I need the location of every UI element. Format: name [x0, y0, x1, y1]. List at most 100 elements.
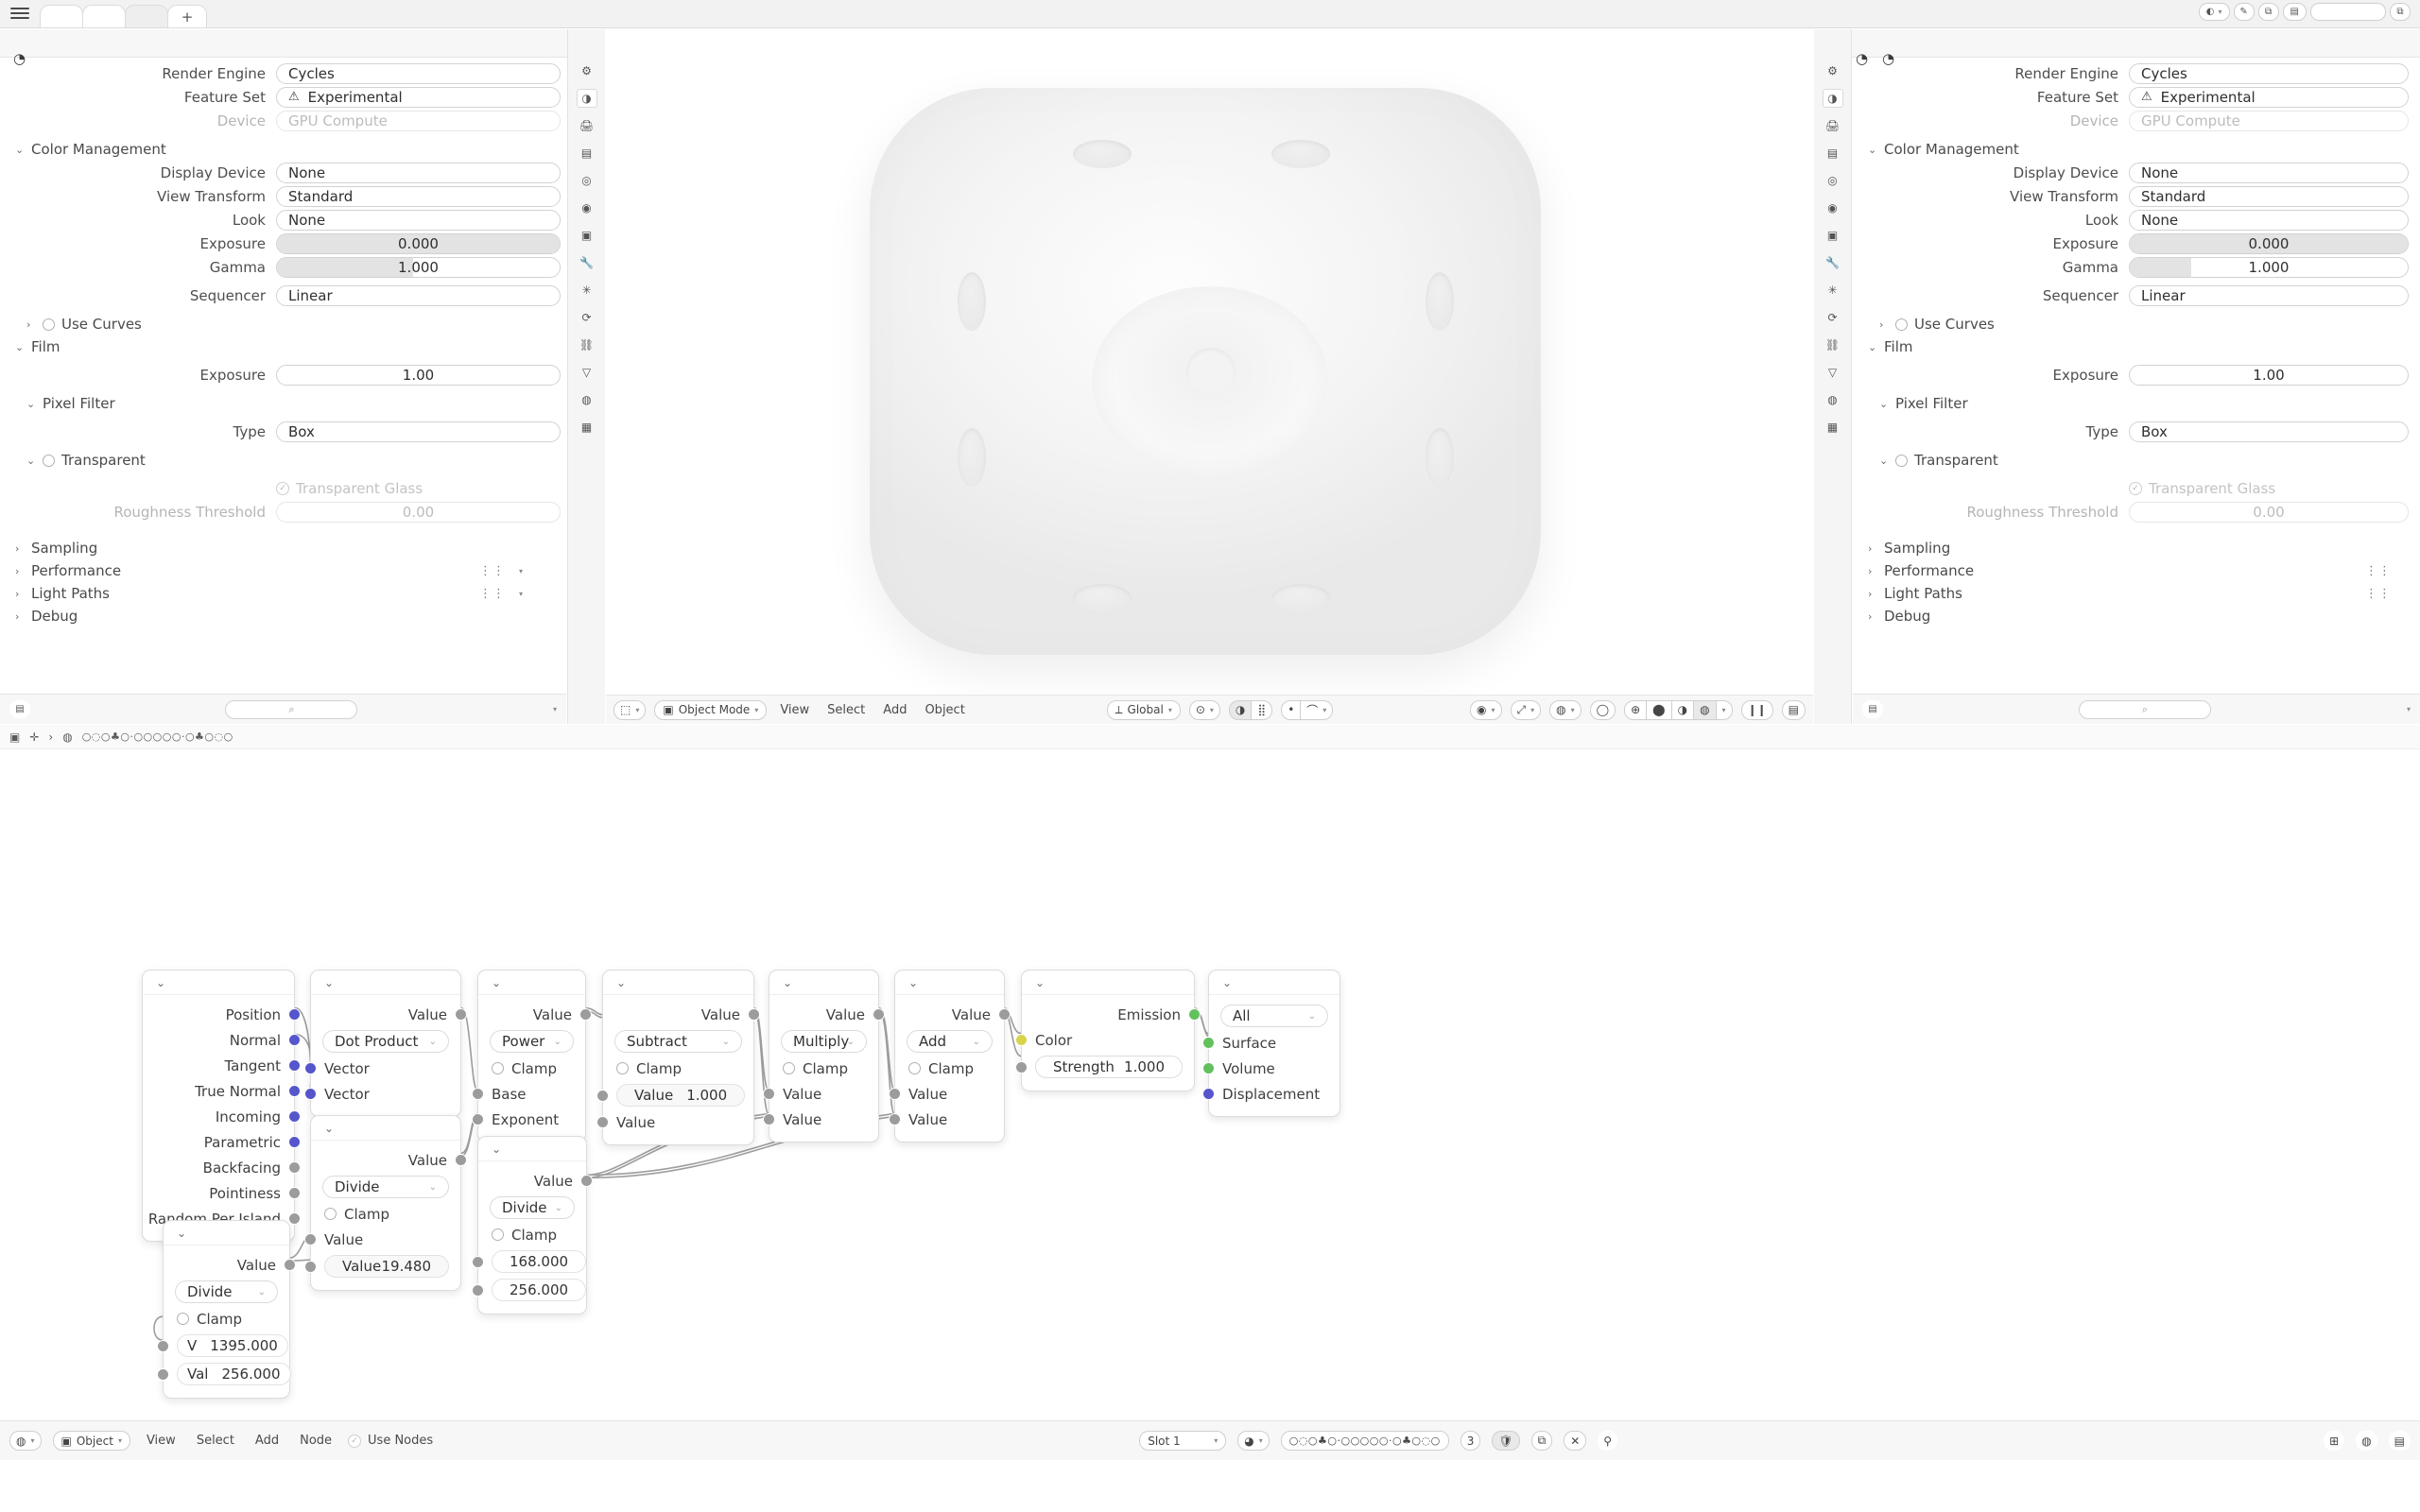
- output-target-select[interactable]: All ⌄: [1220, 1005, 1328, 1027]
- film-section-right[interactable]: ⌄ Film: [1868, 338, 1913, 355]
- socket-row-value-out[interactable]: Value: [895, 1002, 1011, 1027]
- feature-set-select[interactable]: ⚠ Experimental: [276, 86, 561, 108]
- new-scene-button[interactable]: ✎: [2233, 3, 2255, 21]
- input-socket[interactable]: [1202, 1062, 1215, 1074]
- value-field-1[interactable]: Value 1.000: [616, 1084, 746, 1107]
- color-management-section-right[interactable]: ⌄ Color Management: [1868, 141, 2019, 158]
- input-socket[interactable]: [157, 1340, 169, 1352]
- socket-row-position[interactable]: Position: [143, 1002, 301, 1027]
- particles-tab-right[interactable]: ✳: [1827, 284, 1838, 297]
- socket-row-value-2[interactable]: Value: [763, 1107, 878, 1132]
- app-menu-button[interactable]: [0, 0, 40, 27]
- output-socket[interactable]: [284, 1259, 296, 1271]
- output-socket[interactable]: [455, 1008, 467, 1021]
- socket-row-parametric[interactable]: Parametric: [143, 1129, 301, 1155]
- output-socket[interactable]: [288, 1212, 301, 1225]
- input-socket[interactable]: [472, 1088, 484, 1100]
- constraints-tab[interactable]: ⛓: [579, 338, 595, 352]
- node-header[interactable]: ⌄: [143, 971, 294, 995]
- scene-selector[interactable]: ◐ ▾: [2198, 3, 2230, 21]
- film-exposure-field-right[interactable]: 1.00: [2129, 364, 2409, 386]
- performance-menu-icon[interactable]: ⋮⋮: [479, 563, 506, 578]
- node-menu-node[interactable]: Node: [300, 1434, 333, 1448]
- properties-tab-rail-left[interactable]: ⚙ ◑ 🖨 ▤ ◎ ◉ ▣ 🔧 ✳ ⟳ ⛓ ▽ ◍ ▦: [567, 29, 605, 724]
- input-socket[interactable]: [472, 1113, 484, 1125]
- overlays-toggle[interactable]: ◍ ▾: [1549, 699, 1582, 720]
- snap-node-button[interactable]: ⊞: [2324, 1431, 2345, 1451]
- socket-row-normal[interactable]: Normal: [143, 1027, 301, 1053]
- node-menu-select[interactable]: Select: [196, 1434, 234, 1448]
- math-operation-select[interactable]: Divide ⌄: [490, 1196, 575, 1219]
- output-tab-right[interactable]: 🖨: [1824, 119, 1841, 132]
- value-field-2[interactable]: 256.000: [492, 1279, 587, 1301]
- pixel-filter-section[interactable]: ⌄ Pixel Filter: [26, 395, 115, 412]
- math-operation-select[interactable]: Divide ⌄: [322, 1176, 449, 1198]
- geometry-node[interactable]: ⌄ Position Normal Tangent True Normal In…: [142, 970, 301, 1242]
- math-node-divide-b[interactable]: ⌄ Value Divide ⌄ Clamp 168.000 256.000: [472, 1136, 593, 1314]
- node-header[interactable]: ⌄: [478, 971, 585, 995]
- chevron-down-icon[interactable]: ⌄: [492, 975, 502, 989]
- math-node-add[interactable]: ⌄ Value Add ⌄ Clamp Value Value: [889, 970, 1011, 1143]
- properties-editor-type-icon-right[interactable]: ▤: [1862, 700, 1883, 718]
- display-device-select-right[interactable]: None: [2129, 162, 2409, 183]
- viewport-menu-view[interactable]: View: [780, 702, 810, 717]
- socket-row-value-out[interactable]: Value: [478, 1168, 593, 1194]
- material-name-field[interactable]: ○◌○♣○·○○○○○·○♣○◌○: [1280, 1431, 1449, 1451]
- properties-search-input-right[interactable]: ⌕: [2078, 699, 2211, 719]
- workspace-tab-1[interactable]: [40, 5, 83, 27]
- clamp-checkbox[interactable]: [908, 1062, 921, 1074]
- socket-row-emission-out[interactable]: Emission: [1022, 1002, 1201, 1027]
- performance-section[interactable]: › Performance ⋮⋮ ▾: [15, 562, 523, 579]
- modifier-tab-right[interactable]: 🔧: [1825, 256, 1840, 269]
- data-tab-right[interactable]: ▽: [1827, 366, 1838, 379]
- viewlayer-name-field[interactable]: [2310, 3, 2386, 21]
- math-node-power[interactable]: ⌄ Value Power ⌄ Clamp Base Exponent: [472, 970, 592, 1143]
- strength-field[interactable]: Strength 1.000: [1035, 1056, 1183, 1078]
- gamma-slider[interactable]: 1.000: [276, 256, 561, 278]
- socket-row-exponent[interactable]: Exponent: [472, 1107, 585, 1132]
- transparent-glass-toggle[interactable]: ✓ Transparent Glass: [276, 480, 561, 497]
- material-tab[interactable]: ◍: [581, 393, 592, 406]
- chevron-down-icon[interactable]: ⌄: [177, 1226, 187, 1240]
- socket-row-true-normal[interactable]: True Normal: [143, 1078, 301, 1104]
- input-socket[interactable]: [304, 1261, 317, 1273]
- socket-row-vector-1[interactable]: Vector: [304, 1056, 460, 1081]
- chevron-down-icon[interactable]: ⌄: [616, 975, 627, 989]
- film-section[interactable]: ⌄ Film: [15, 338, 60, 355]
- proportional-falloff-button[interactable]: ⣿: [1251, 699, 1273, 720]
- output-socket[interactable]: [748, 1008, 760, 1021]
- shading-material-button[interactable]: ◑: [1670, 699, 1695, 720]
- input-socket[interactable]: [472, 1284, 484, 1297]
- properties-editor-type-icon[interactable]: ▤: [9, 700, 30, 718]
- socket-row-value-1[interactable]: Value 1.000: [596, 1081, 753, 1109]
- input-socket[interactable]: [763, 1088, 775, 1100]
- clamp-toggle[interactable]: Clamp: [478, 1222, 586, 1247]
- socket-row-value-out[interactable]: Value: [311, 1147, 467, 1173]
- node-options-button[interactable]: ▤: [2388, 1431, 2411, 1451]
- input-socket[interactable]: [1202, 1088, 1215, 1100]
- socket-row-incoming[interactable]: Incoming: [143, 1104, 301, 1129]
- light-paths-menu-icon[interactable]: ⋮⋮: [479, 586, 506, 601]
- node-canvas[interactable]: ⌄ Position Normal Tangent True Normal In…: [0, 750, 2420, 1420]
- math-operation-select[interactable]: Add ⌄: [907, 1030, 993, 1053]
- node-header[interactable]: ⌄: [311, 1116, 460, 1141]
- falloff-curve-button[interactable]: ⌒ ▾: [1300, 699, 1334, 720]
- light-paths-menu-icon-right[interactable]: ⋮⋮: [2365, 586, 2392, 601]
- object-tab[interactable]: ▣: [580, 229, 593, 242]
- chevron-down-icon[interactable]: ⌄: [1222, 975, 1233, 989]
- socket-row-value-1[interactable]: Value: [304, 1227, 460, 1252]
- use-curves-section-right[interactable]: › Use Curves: [1879, 316, 1995, 333]
- world-tab[interactable]: ◉: [581, 201, 592, 215]
- particles-tab[interactable]: ✳: [581, 284, 592, 297]
- mode-selector[interactable]: ▣ Object Mode ▾: [654, 699, 768, 720]
- socket-row-value-2[interactable]: Val 256.000: [157, 1360, 291, 1388]
- plus-icon[interactable]: ✛: [29, 730, 40, 744]
- node-menu-view[interactable]: View: [146, 1434, 176, 1448]
- performance-section-right[interactable]: › Performance ⋮⋮: [1868, 562, 2392, 579]
- socket-row-displacement[interactable]: Displacement: [1202, 1081, 1340, 1107]
- clamp-toggle[interactable]: Clamp: [311, 1201, 460, 1227]
- value-field-1[interactable]: 168.000: [492, 1250, 587, 1273]
- output-socket[interactable]: [288, 1187, 301, 1199]
- viewport-options-button[interactable]: ▤: [1781, 699, 1806, 720]
- node-header[interactable]: ⌄: [769, 971, 878, 995]
